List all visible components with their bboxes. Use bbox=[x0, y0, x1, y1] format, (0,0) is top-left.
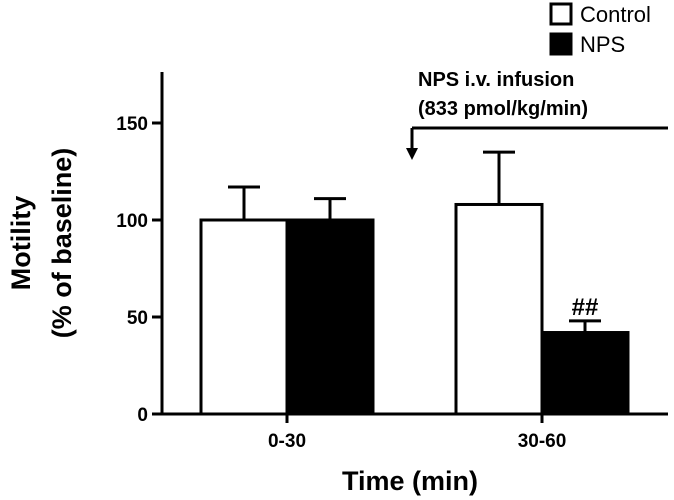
legend-label-nps: NPS bbox=[580, 32, 625, 57]
x-axis-title: Time (min) bbox=[342, 466, 478, 496]
infusion-label-line2: (833 pmol/kg/min) bbox=[418, 98, 588, 120]
y-axis-title-line2: (% of baseline) bbox=[47, 148, 77, 339]
legend: Control NPS bbox=[549, 2, 651, 57]
x-tick-label-0-30: 0-30 bbox=[268, 431, 306, 452]
y-tick-label-150: 150 bbox=[116, 114, 148, 135]
bar-control-30-60 bbox=[454, 202, 544, 416]
infusion-annotation: NPS i.v. infusion (833 pmol/kg/min) bbox=[406, 69, 668, 160]
infusion-arrow-head bbox=[406, 148, 418, 160]
infusion-label-line1: NPS i.v. infusion bbox=[418, 69, 574, 91]
significance-marker: ## bbox=[572, 294, 599, 321]
y-axis-title-line1: Motility bbox=[6, 196, 36, 291]
y-tick-label-50: 50 bbox=[127, 308, 148, 329]
y-ticks: 0 50 100 150 bbox=[116, 114, 162, 426]
legend-label-control: Control bbox=[580, 2, 651, 27]
bar-nps-0-30 bbox=[285, 218, 375, 416]
bar-control-0-30 bbox=[199, 218, 289, 416]
x-ticks: 0-30 30-60 bbox=[268, 414, 566, 452]
y-tick-label-0: 0 bbox=[137, 405, 148, 426]
legend-swatch-control bbox=[549, 2, 573, 26]
bars bbox=[199, 150, 630, 416]
bar-nps-30-60 bbox=[540, 331, 630, 416]
y-tick-label-100: 100 bbox=[116, 211, 148, 232]
x-tick-label-30-60: 30-60 bbox=[518, 431, 567, 452]
legend-swatch-nps bbox=[549, 32, 573, 56]
